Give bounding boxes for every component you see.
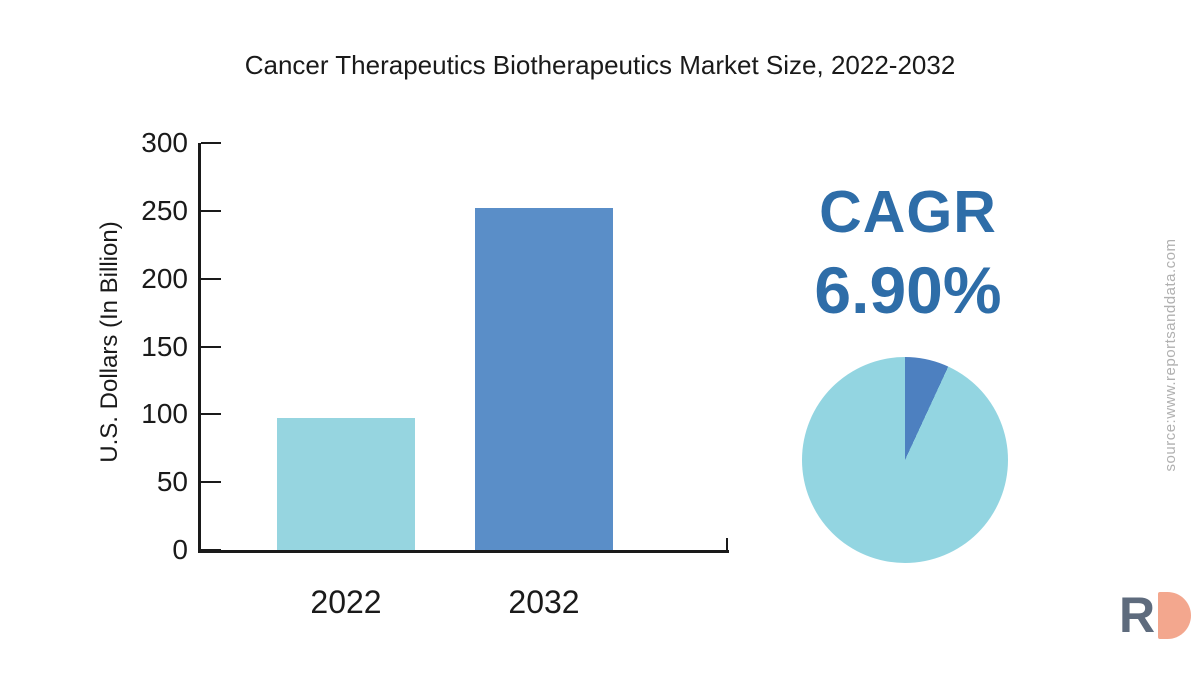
category-label-2022: 2022 <box>310 584 382 620</box>
bar-2022 <box>277 418 415 550</box>
cagr-value: 6.90% <box>814 253 1002 327</box>
y-tick-mark <box>201 413 221 416</box>
cagr-pie-chart <box>802 357 1008 563</box>
bar-2032 <box>475 208 613 550</box>
x-axis-line <box>198 550 729 553</box>
y-tick-label: 0 <box>172 534 188 565</box>
source-credit: source:www.reportsanddata.com <box>1162 238 1179 472</box>
y-tick-mark <box>201 549 221 551</box>
x-axis-end-tick <box>726 538 728 550</box>
chart-title: Cancer Therapeutics Biotherapeutics Mark… <box>244 50 956 80</box>
y-tick-mark <box>201 142 221 144</box>
y-tick-label: 100 <box>141 398 188 430</box>
y-tick-mark <box>201 277 221 280</box>
brand-logo-d-icon <box>1158 592 1191 639</box>
y-tick-label: 250 <box>141 194 188 226</box>
cagr-label: CAGR <box>819 179 997 245</box>
y-tick-label: 300 <box>141 127 188 158</box>
y-tick-mark <box>201 209 221 212</box>
y-tick-mark <box>201 481 221 484</box>
category-label-2032: 2032 <box>508 584 580 620</box>
y-tick-mark <box>201 345 221 348</box>
y-tick-label: 50 <box>156 466 188 498</box>
y-tick-label: 200 <box>141 262 188 294</box>
brand-logo-r-letter: R <box>1119 587 1156 643</box>
y-tick-label: 150 <box>141 330 188 362</box>
y-axis-line <box>198 143 201 553</box>
